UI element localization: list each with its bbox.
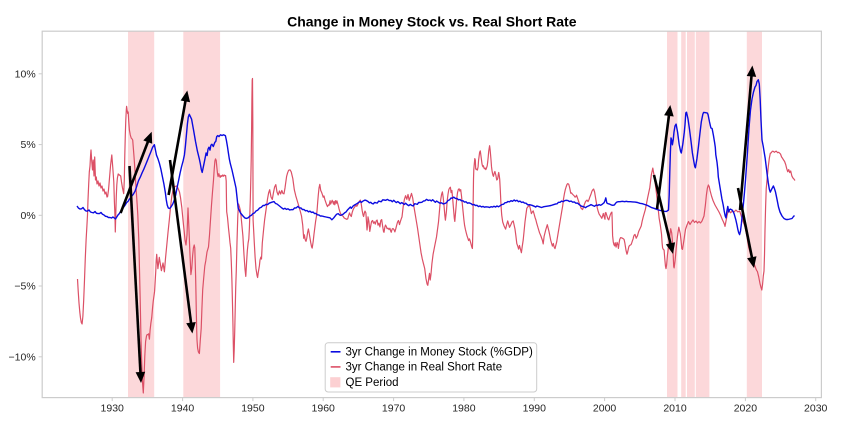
svg-text:3yr Change in Real Short Rate: 3yr Change in Real Short Rate [346,362,503,374]
svg-text:0%: 0% [21,210,36,222]
svg-text:3yr Change in Money Stock (%GD: 3yr Change in Money Stock (%GDP) [346,347,533,359]
svg-text:2000: 2000 [593,402,617,414]
svg-text:1960: 1960 [312,402,336,414]
svg-text:1980: 1980 [452,402,476,414]
svg-text:2030: 2030 [804,402,828,414]
svg-text:10%: 10% [15,68,36,80]
svg-text:1990: 1990 [523,402,547,414]
svg-text:5%: 5% [21,139,36,151]
svg-text:1930: 1930 [101,402,125,414]
svg-text:QE Period: QE Period [346,377,399,389]
svg-text:2020: 2020 [734,402,758,414]
svg-text:1970: 1970 [382,402,406,414]
svg-text:−10%: −10% [9,351,36,363]
svg-text:Change in Money Stock vs. Real: Change in Money Stock vs. Real Short Rat… [287,14,577,30]
svg-text:−5%: −5% [14,281,35,293]
svg-text:1950: 1950 [241,402,265,414]
svg-text:1940: 1940 [171,402,195,414]
svg-text:2010: 2010 [663,402,687,414]
